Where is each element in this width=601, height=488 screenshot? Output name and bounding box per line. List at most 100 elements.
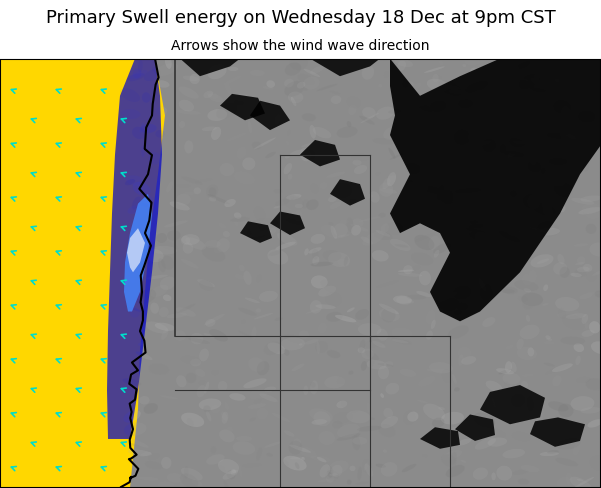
Ellipse shape [337, 372, 355, 384]
Ellipse shape [337, 126, 358, 138]
Ellipse shape [388, 110, 400, 114]
Ellipse shape [414, 89, 420, 101]
Ellipse shape [459, 99, 473, 108]
Ellipse shape [394, 58, 413, 67]
Ellipse shape [202, 126, 217, 131]
Ellipse shape [492, 397, 496, 408]
Ellipse shape [224, 75, 242, 85]
Polygon shape [127, 228, 145, 272]
Ellipse shape [547, 450, 559, 453]
Ellipse shape [359, 216, 382, 222]
Ellipse shape [302, 200, 308, 208]
Ellipse shape [349, 60, 367, 68]
Ellipse shape [183, 243, 194, 254]
Ellipse shape [178, 100, 194, 111]
Ellipse shape [407, 100, 420, 110]
Ellipse shape [234, 171, 255, 184]
Ellipse shape [483, 139, 495, 152]
Ellipse shape [148, 152, 160, 164]
Polygon shape [250, 101, 290, 130]
Ellipse shape [418, 103, 432, 112]
Ellipse shape [461, 96, 483, 109]
Ellipse shape [496, 400, 505, 404]
Ellipse shape [337, 259, 350, 267]
Ellipse shape [156, 233, 167, 243]
Ellipse shape [589, 321, 600, 333]
Ellipse shape [160, 395, 179, 400]
Ellipse shape [409, 111, 428, 115]
Ellipse shape [361, 361, 367, 371]
Ellipse shape [317, 457, 326, 463]
Ellipse shape [395, 244, 409, 247]
Ellipse shape [513, 114, 517, 122]
Ellipse shape [538, 222, 559, 236]
Ellipse shape [502, 287, 517, 294]
Ellipse shape [584, 323, 589, 329]
Ellipse shape [506, 116, 529, 124]
Ellipse shape [379, 228, 401, 237]
Ellipse shape [181, 413, 204, 427]
Ellipse shape [442, 190, 454, 204]
Ellipse shape [144, 69, 160, 81]
Polygon shape [330, 179, 365, 205]
Ellipse shape [224, 481, 230, 488]
Ellipse shape [329, 222, 333, 225]
Ellipse shape [382, 178, 391, 189]
Ellipse shape [238, 463, 242, 477]
Ellipse shape [194, 187, 201, 194]
Ellipse shape [469, 449, 486, 455]
Ellipse shape [284, 163, 292, 174]
Polygon shape [480, 385, 545, 424]
Ellipse shape [221, 411, 228, 421]
Ellipse shape [166, 181, 173, 193]
Ellipse shape [389, 366, 409, 370]
Ellipse shape [207, 92, 218, 99]
Ellipse shape [288, 441, 302, 454]
Ellipse shape [511, 191, 516, 197]
Ellipse shape [267, 228, 276, 234]
Ellipse shape [383, 408, 393, 418]
Ellipse shape [369, 191, 380, 203]
Ellipse shape [573, 442, 581, 456]
Ellipse shape [425, 111, 438, 120]
Ellipse shape [206, 184, 218, 198]
Ellipse shape [454, 201, 458, 207]
Ellipse shape [311, 234, 325, 244]
Ellipse shape [499, 231, 519, 242]
Ellipse shape [402, 80, 409, 88]
Ellipse shape [418, 376, 435, 386]
Ellipse shape [304, 339, 319, 345]
Ellipse shape [392, 327, 412, 340]
Ellipse shape [460, 460, 466, 463]
Ellipse shape [202, 246, 225, 262]
Ellipse shape [331, 465, 343, 477]
Ellipse shape [465, 87, 477, 91]
Ellipse shape [523, 288, 531, 292]
Ellipse shape [362, 65, 374, 80]
Ellipse shape [499, 369, 510, 374]
Ellipse shape [334, 234, 350, 239]
Ellipse shape [218, 459, 239, 474]
Ellipse shape [323, 250, 341, 261]
Ellipse shape [397, 112, 407, 120]
Ellipse shape [332, 412, 353, 424]
Ellipse shape [153, 246, 177, 255]
Ellipse shape [317, 342, 320, 354]
Ellipse shape [352, 437, 367, 445]
Ellipse shape [407, 158, 422, 163]
Ellipse shape [174, 330, 186, 341]
Ellipse shape [539, 410, 543, 421]
Ellipse shape [351, 153, 369, 161]
Ellipse shape [585, 378, 601, 390]
Ellipse shape [206, 454, 225, 465]
Ellipse shape [130, 70, 147, 79]
Ellipse shape [259, 291, 278, 302]
Ellipse shape [381, 308, 395, 323]
Ellipse shape [207, 64, 227, 79]
Ellipse shape [478, 278, 486, 291]
Ellipse shape [533, 135, 542, 139]
Ellipse shape [483, 416, 494, 423]
Ellipse shape [551, 174, 567, 186]
Ellipse shape [475, 232, 495, 247]
Ellipse shape [538, 70, 559, 85]
